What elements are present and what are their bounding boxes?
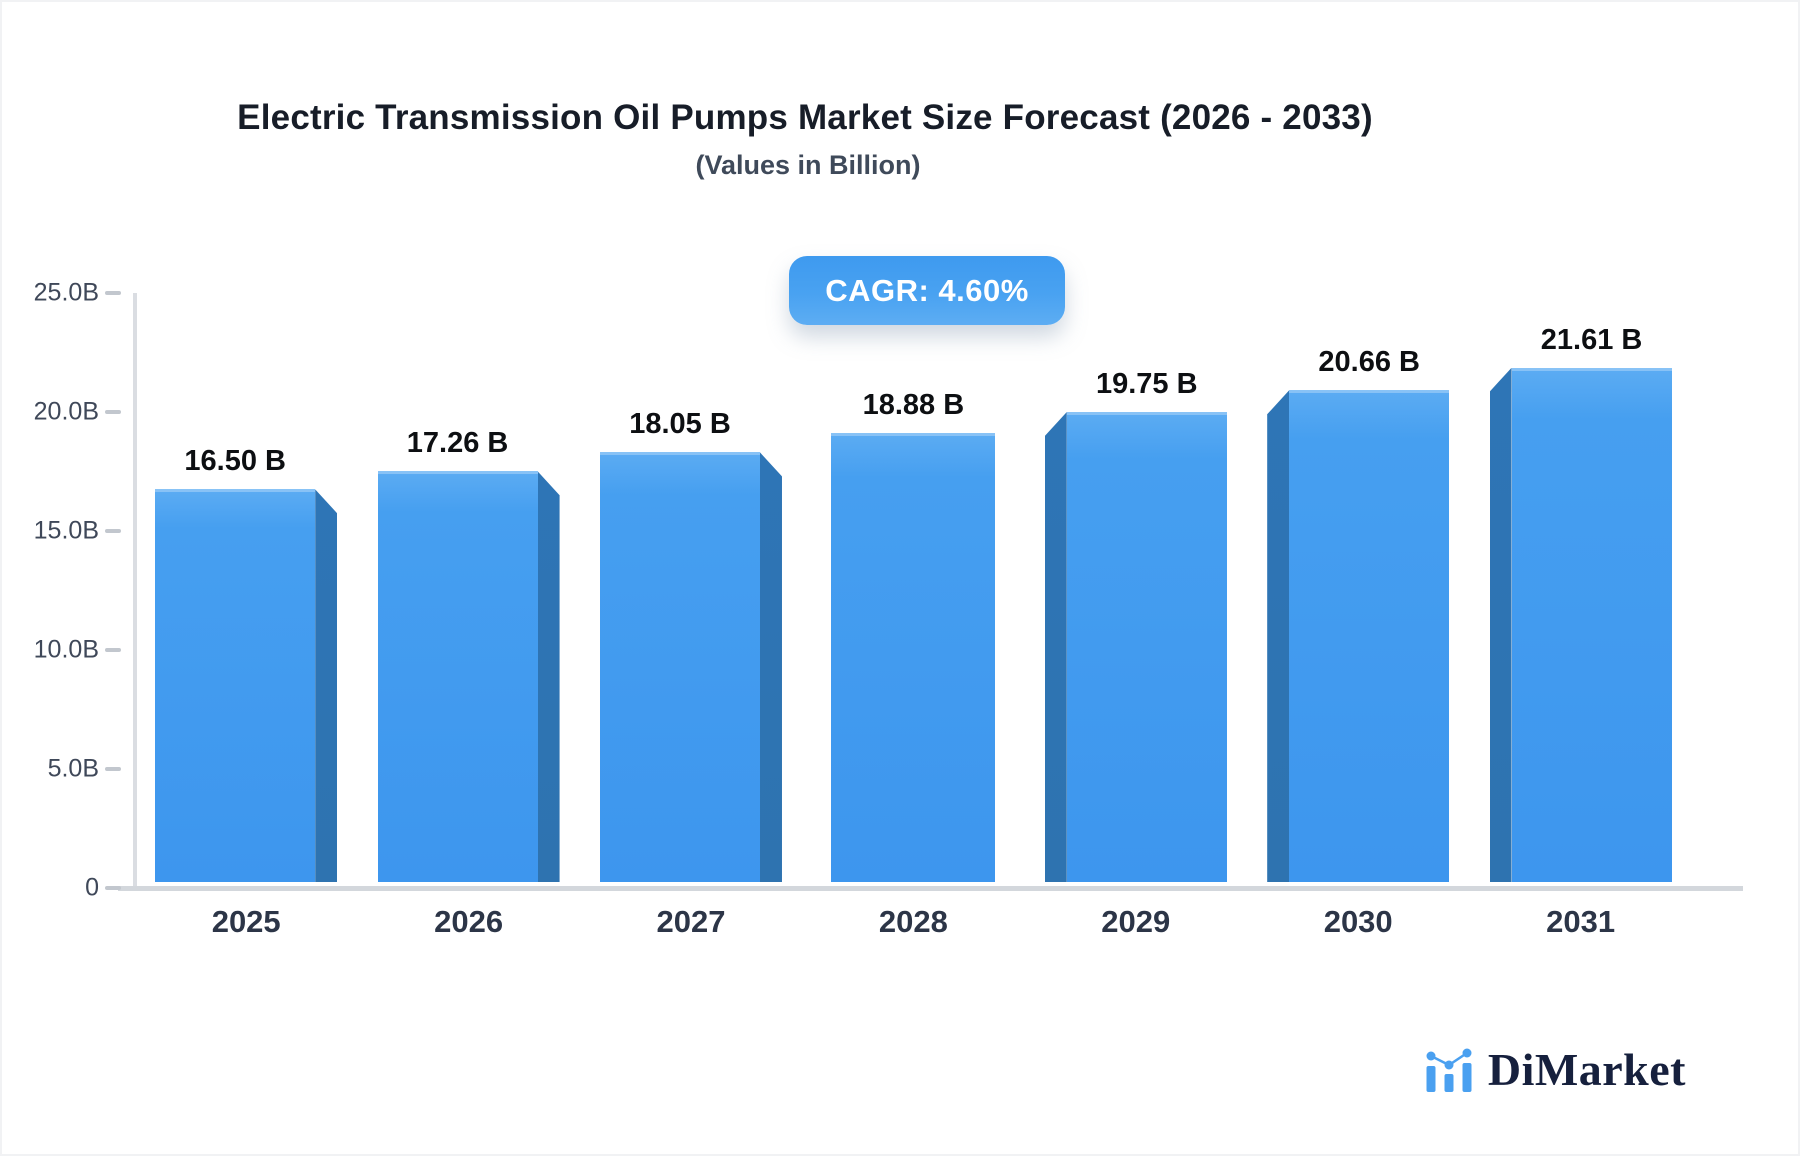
bar-side-shade (1267, 390, 1290, 882)
bar-2027: 18.05 B (599, 408, 782, 882)
bar-2029: 19.75 B (1044, 368, 1227, 882)
y-tick-mark (105, 410, 121, 414)
bar-column-2026: 17.26 B (357, 427, 579, 882)
bar-column-2027: 18.05 B (580, 408, 802, 882)
cagr-badge: CAGR: 4.60% (789, 256, 1065, 325)
x-tick-label-2028: 2028 (878, 904, 948, 939)
bar-face (155, 489, 316, 882)
chart-subtitle: (Values in Billion) (695, 150, 921, 180)
chart-title: Electric Transmission Oil Pumps Market S… (237, 98, 1373, 137)
bar-column-2030: 20.66 B (1247, 346, 1469, 882)
y-tick-label: 10.0B (33, 635, 99, 664)
bar-value-label: 20.66 B (1318, 346, 1420, 379)
brand-name: DiMarket (1487, 1043, 1686, 1095)
bar-2028: 18.88 B (831, 389, 996, 882)
bar-face (599, 452, 760, 882)
y-axis-line (133, 293, 137, 888)
x-tick-label-2026: 2026 (434, 904, 504, 939)
y-tick-mark (105, 529, 121, 533)
bar-value-label: 16.50 B (184, 445, 286, 478)
bar-value-label: 18.88 B (862, 388, 965, 421)
y-tick-label: 15.0B (33, 516, 99, 545)
y-tick-label: 20.0B (33, 397, 99, 426)
bar-face (831, 432, 996, 882)
y-tick-label: 25.0B (33, 278, 99, 307)
x-tick-label-2025: 2025 (211, 904, 281, 939)
bar-column-2029: 19.75 B (1025, 368, 1247, 882)
bar-value-label: 18.05 B (629, 408, 731, 441)
bar-side-shade (537, 471, 560, 882)
bar-value-label: 17.26 B (406, 427, 509, 460)
x-tick-label-2029: 2029 (1101, 904, 1171, 939)
bar-face (1511, 367, 1672, 882)
bar-face (1289, 390, 1450, 882)
y-tick-label: 0 (85, 873, 99, 902)
bar-2026: 17.26 B (377, 427, 560, 882)
y-tick-mark (105, 767, 121, 771)
brand-logo: DiMarket (1424, 1034, 1686, 1104)
bar-face (1066, 411, 1227, 882)
x-tick-label-2027: 2027 (656, 904, 726, 939)
y-tick-mark (105, 291, 121, 295)
x-tick-label-2030: 2030 (1323, 904, 1393, 939)
bar-2025: 16.50 B (155, 445, 338, 882)
bar-side-shade (315, 489, 338, 882)
bar-side-shade (1489, 367, 1512, 882)
x-tick-label-2031: 2031 (1546, 904, 1616, 939)
bar-value-label: 21.61 B (1540, 323, 1643, 356)
bar-2031: 21.61 B (1489, 324, 1672, 882)
bar-column-2028: 18.88 B (802, 389, 1024, 882)
bar-value-label: 19.75 B (1095, 367, 1198, 400)
y-tick-mark (105, 648, 121, 652)
bar-side-shade (1044, 411, 1067, 882)
bar-chart-logo-icon (1426, 1048, 1472, 1092)
bar-side-shade (759, 452, 782, 882)
bar-face (377, 471, 538, 882)
y-tick-label: 5.0B (47, 754, 99, 783)
x-axis-baseline (118, 886, 1743, 891)
y-tick-mark (105, 886, 121, 890)
bar-2030: 20.66 B (1267, 346, 1450, 882)
cagr-badge-label: CAGR: 4.60% (825, 272, 1029, 308)
bar-column-2025: 16.50 B (135, 445, 357, 882)
bar-column-2031: 21.61 B (1469, 324, 1691, 882)
